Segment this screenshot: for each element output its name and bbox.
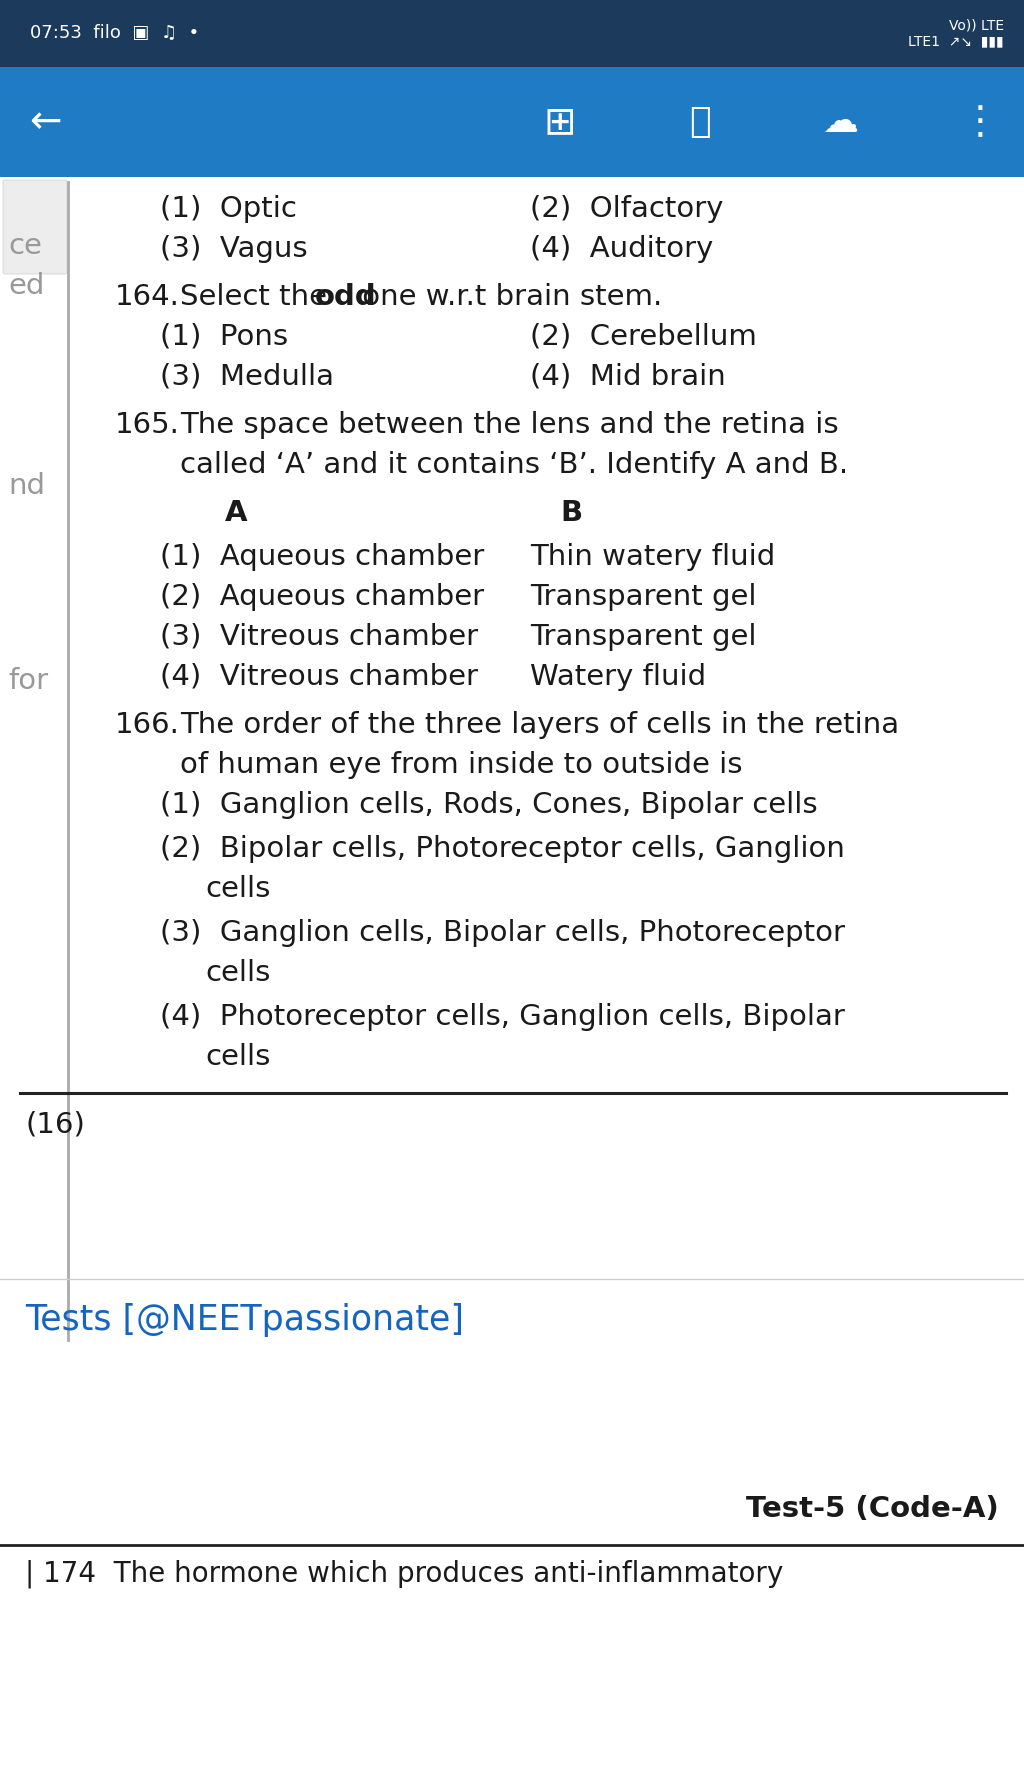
Text: 164.: 164. [115, 283, 180, 312]
Text: cells: cells [205, 1043, 270, 1071]
Bar [0, 0, 1024, 67]
Text: 166.: 166. [115, 712, 180, 740]
Text: 165.: 165. [115, 411, 180, 439]
Text: ⌕: ⌕ [689, 104, 711, 140]
Text: (3)  Medulla: (3) Medulla [160, 363, 334, 391]
Text: The order of the three layers of cells in the retina: The order of the three layers of cells i… [180, 712, 899, 740]
Text: (2)  Cerebellum: (2) Cerebellum [530, 322, 757, 350]
Bar [0, 67, 1024, 177]
Text: (3)  Vagus: (3) Vagus [160, 235, 307, 264]
Text: (4)  Photoreceptor cells, Ganglion cells, Bipolar: (4) Photoreceptor cells, Ganglion cells,… [160, 1004, 845, 1030]
Text: Transparent gel: Transparent gel [530, 582, 757, 611]
Text: ed: ed [8, 273, 44, 299]
Text: (3)  Vitreous chamber: (3) Vitreous chamber [160, 623, 478, 651]
Text: (2)  Bipolar cells, Photoreceptor cells, Ganglion: (2) Bipolar cells, Photoreceptor cells, … [160, 835, 845, 864]
Text: Watery fluid: Watery fluid [530, 664, 707, 690]
Text: ce: ce [8, 232, 42, 260]
Text: Tests [@NEETpassionate]: Tests [@NEETpassionate] [25, 1303, 464, 1336]
Text: (1)  Aqueous chamber: (1) Aqueous chamber [160, 543, 484, 572]
Text: (1)  Pons: (1) Pons [160, 322, 288, 350]
Text: odd: odd [315, 283, 377, 312]
Text: of human eye from inside to outside is: of human eye from inside to outside is [180, 750, 742, 779]
Text: ⋮: ⋮ [961, 103, 999, 142]
Text: Select the: Select the [180, 283, 336, 312]
Text: (1)  Optic: (1) Optic [160, 195, 297, 223]
Text: Thin watery fluid: Thin watery fluid [530, 543, 775, 572]
Text: ⊞: ⊞ [544, 103, 577, 142]
Text: (4)  Vitreous chamber: (4) Vitreous chamber [160, 664, 478, 690]
Text: called ‘A’ and it contains ‘B’. Identify A and B.: called ‘A’ and it contains ‘B’. Identify… [180, 451, 848, 480]
Text: (3)  Ganglion cells, Bipolar cells, Photoreceptor: (3) Ganglion cells, Bipolar cells, Photo… [160, 919, 845, 947]
Text: (2)  Olfactory: (2) Olfactory [530, 195, 724, 223]
Text: (4)  Mid brain: (4) Mid brain [530, 363, 726, 391]
Text: cells: cells [205, 959, 270, 988]
Text: 07:53  filo  ▣  ♫  •: 07:53 filo ▣ ♫ • [30, 25, 200, 42]
Text: one w.r.t brain stem.: one w.r.t brain stem. [353, 283, 663, 312]
Text: nd: nd [8, 473, 45, 499]
Text: (1)  Ganglion cells, Rods, Cones, Bipolar cells: (1) Ganglion cells, Rods, Cones, Bipolar… [160, 791, 817, 820]
Text: for: for [8, 667, 48, 696]
Text: ←: ← [29, 103, 61, 142]
Text: Test-5 (Code-A): Test-5 (Code-A) [746, 1496, 999, 1522]
Text: | 174  The hormone which produces anti-inflammatory: | 174 The hormone which produces anti-in… [25, 1559, 783, 1588]
Text: ☁: ☁ [822, 104, 858, 140]
Text: (16): (16) [25, 1112, 85, 1140]
Text: cells: cells [205, 874, 270, 903]
Text: Vo)) LTE
LTE1  ↗↘  ▮▮▮: Vo)) LTE LTE1 ↗↘ ▮▮▮ [908, 18, 1004, 48]
Text: B: B [560, 499, 582, 527]
Text: (4)  Auditory: (4) Auditory [530, 235, 714, 264]
Text: The space between the lens and the retina is: The space between the lens and the retin… [180, 411, 839, 439]
Text: (2)  Aqueous chamber: (2) Aqueous chamber [160, 582, 484, 611]
FancyBboxPatch shape [3, 181, 67, 274]
Text: A: A [225, 499, 248, 527]
Text: Transparent gel: Transparent gel [530, 623, 757, 651]
